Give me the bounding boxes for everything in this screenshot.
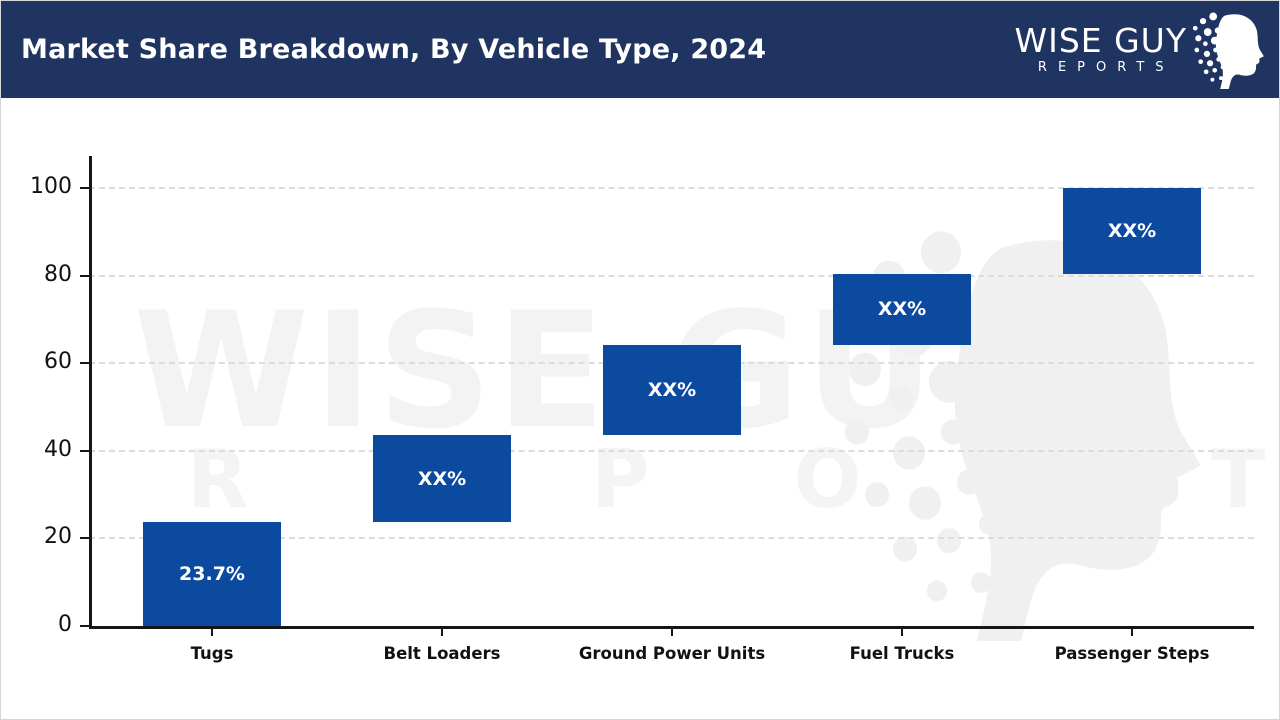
x-tick-mark	[1131, 628, 1133, 636]
bar-segment: XX%	[603, 344, 741, 436]
plot-area: WISE GUY R E P O R T S 02040608010023.7%…	[1, 98, 1279, 719]
x-category-label: Tugs	[190, 644, 234, 663]
gridline-40	[89, 449, 1254, 452]
y-tick-mark	[80, 362, 89, 365]
logo-text: WISE GUY REPORTS	[1014, 23, 1187, 76]
y-tick-label: 100	[30, 174, 72, 199]
x-tick-mark	[441, 628, 443, 636]
y-tick-mark	[80, 274, 89, 277]
chart-title: Market Share Breakdown, By Vehicle Type,…	[21, 34, 767, 65]
gridline-100	[89, 187, 1254, 189]
bar-value-label: XX%	[647, 379, 697, 402]
bar-value-label: XX%	[417, 467, 467, 490]
y-tick-label: 0	[58, 612, 72, 637]
y-tick-mark	[80, 537, 89, 540]
x-category-label: Belt Loaders	[383, 644, 501, 663]
bar-value-label: XX%	[1107, 219, 1157, 242]
bar-segment: 23.7%	[143, 522, 281, 626]
y-tick-label: 60	[44, 349, 72, 375]
gridline-20	[89, 537, 1254, 540]
logo-head-icon	[1189, 9, 1267, 91]
x-category-label: Ground Power Units	[578, 644, 766, 663]
bar-segment: XX%	[373, 435, 511, 523]
x-axis-spine	[89, 626, 1254, 629]
logo-subtitle: REPORTS	[1037, 60, 1175, 75]
x-category-label: Passenger Steps	[1054, 644, 1210, 663]
y-tick-label: 80	[44, 261, 72, 287]
x-tick-mark	[211, 628, 213, 636]
x-tick-mark	[901, 628, 903, 636]
y-tick-label: 20	[44, 524, 72, 550]
bar-segment: XX%	[1063, 188, 1201, 274]
gridline-80	[89, 274, 1254, 277]
y-tick-mark	[80, 625, 89, 627]
bar-value-label: XX%	[877, 298, 927, 321]
y-tick-label: 40	[44, 436, 72, 462]
x-category-label: Fuel Trucks	[849, 644, 955, 663]
y-tick-mark	[80, 187, 89, 189]
y-axis-spine	[89, 156, 92, 629]
bar-value-label: 23.7%	[179, 563, 245, 586]
bar-segment: XX%	[833, 273, 971, 345]
x-tick-mark	[671, 628, 673, 636]
logo-wordmark: WISE GUY	[1014, 21, 1187, 60]
wise-guy-logo: WISE GUY REPORTS	[1014, 7, 1267, 93]
y-tick-mark	[80, 449, 89, 452]
header-bar: Market Share Breakdown, By Vehicle Type,…	[1, 1, 1279, 98]
